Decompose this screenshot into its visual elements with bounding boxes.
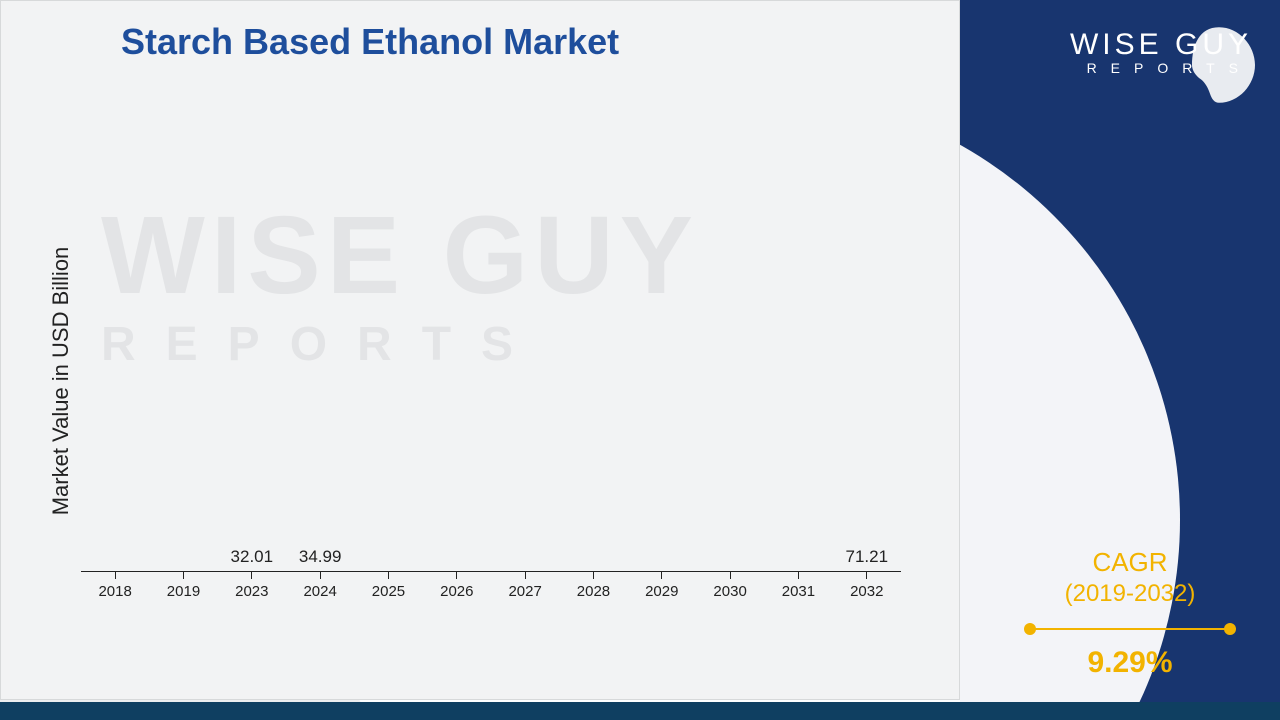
x-tick-wrap: 2027 xyxy=(491,571,559,601)
x-axis: 2018 2019 2023 2024 2025 2026 2027 2028 2029 2030… xyxy=(81,571,901,601)
brand-logo-main: WISE GUY xyxy=(1070,28,1252,62)
cagr-value: 9.29% xyxy=(980,646,1280,680)
x-tick xyxy=(593,571,594,579)
x-tick-label: 2024 xyxy=(303,583,336,600)
x-tick-wrap: 2032 xyxy=(833,571,901,601)
chart-panel: WISE GUY REPORTS Starch Based Ethanol Ma… xyxy=(0,0,960,700)
x-tick-label: 2030 xyxy=(713,583,746,600)
x-tick-label: 2019 xyxy=(167,583,200,600)
brand-logo-sub: REPORTS xyxy=(1070,60,1252,76)
x-tick-wrap: 2030 xyxy=(696,571,764,601)
x-tick xyxy=(388,571,389,579)
x-tick-label: 2023 xyxy=(235,583,268,600)
x-tick-wrap: 2028 xyxy=(559,571,627,601)
cagr-divider xyxy=(1030,628,1230,630)
x-tick-wrap: 2018 xyxy=(81,571,149,601)
stage: WISE GUY REPORTS Starch Based Ethanol Ma… xyxy=(0,0,1280,720)
bars-container: 32.01 34.99 71.21 xyxy=(81,151,901,571)
plot-area: 32.01 34.99 71.21 xyxy=(81,151,901,571)
x-tick-label: 2028 xyxy=(577,583,610,600)
x-tick xyxy=(115,571,116,579)
x-tick-label: 2032 xyxy=(850,583,883,600)
x-tick-wrap: 2026 xyxy=(423,571,491,601)
bar-value-label: 34.99 xyxy=(299,547,342,567)
x-tick xyxy=(183,571,184,579)
x-tick-wrap: 2025 xyxy=(354,571,422,601)
x-tick xyxy=(730,571,731,579)
x-tick xyxy=(320,571,321,579)
x-tick-wrap: 2023 xyxy=(218,571,286,601)
x-tick xyxy=(661,571,662,579)
x-tick xyxy=(525,571,526,579)
x-tick xyxy=(798,571,799,579)
x-tick-label: 2029 xyxy=(645,583,678,600)
x-tick-wrap: 2031 xyxy=(764,571,832,601)
x-tick xyxy=(251,571,252,579)
x-tick-label: 2025 xyxy=(372,583,405,600)
chart-title: Starch Based Ethanol Market xyxy=(121,21,619,63)
x-tick-label: 2027 xyxy=(508,583,541,600)
x-tick-label: 2026 xyxy=(440,583,473,600)
cagr-block: CAGR (2019-2032) 9.29% xyxy=(980,547,1280,680)
bar-value-label: 71.21 xyxy=(845,547,888,567)
y-axis-label: Market Value in USD Billion xyxy=(48,247,74,516)
brand-logo: WISE GUY REPORTS xyxy=(1070,28,1252,76)
x-tick-wrap: 2029 xyxy=(628,571,696,601)
x-tick-label: 2018 xyxy=(98,583,131,600)
x-tick xyxy=(866,571,867,579)
x-tick xyxy=(456,571,457,579)
bar-value-label: 32.01 xyxy=(231,547,274,567)
x-tick-wrap: 2024 xyxy=(286,571,354,601)
cagr-range: (2019-2032) xyxy=(980,580,1280,608)
cagr-title: CAGR xyxy=(980,547,1280,578)
bottom-strip xyxy=(0,702,1280,720)
x-tick-wrap: 2019 xyxy=(149,571,217,601)
x-tick-label: 2031 xyxy=(782,583,815,600)
